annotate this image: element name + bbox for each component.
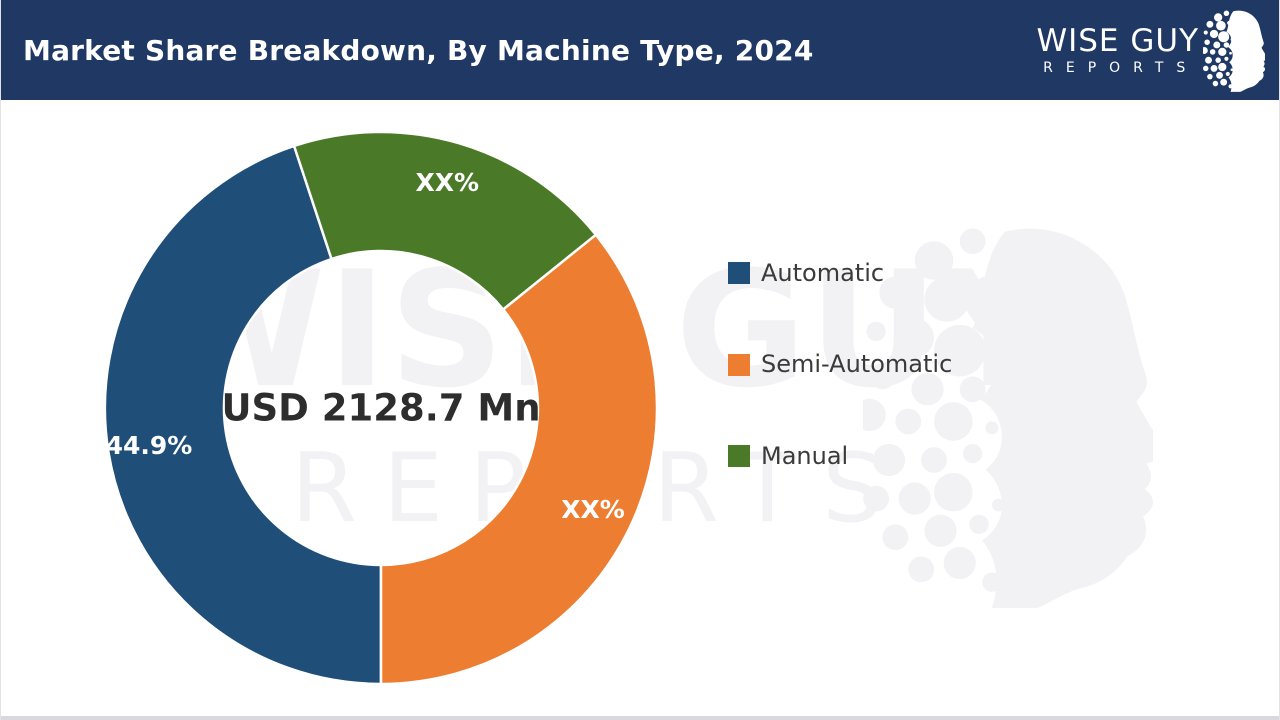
chart-area: WISE GUY REPORTS 44.9%XX%XX% USD 2128.7 … (1, 100, 1279, 716)
logo-subtext: REPORTS (1043, 59, 1199, 76)
legend-swatch-automatic (728, 262, 750, 285)
legend-item-manual: Manual (728, 441, 952, 470)
footer-bar (1, 716, 1279, 720)
page-title: Market Share Breakdown, By Machine Type,… (23, 33, 814, 67)
legend-item-semi-automatic: Semi-Automatic (728, 350, 953, 379)
donut-chart: 44.9% XX% XX% (103, 130, 659, 686)
head-profile-icon (1203, 10, 1265, 92)
legend-label-manual: Manual (761, 441, 849, 470)
legend: Automatic Semi-Automatic Manual (728, 260, 952, 469)
legend-item-automatic: Automatic (728, 260, 952, 286)
slice-value-label-semi-automatic: XX% (561, 495, 625, 524)
logo-wordmark: WISE GUY (1036, 22, 1199, 59)
center-value: USD 2128.7 Mn (221, 386, 541, 430)
logo: WISE GUY REPORTS (1036, 9, 1265, 92)
legend-label-semi-automatic: Semi-Automatic (761, 350, 953, 379)
slice-value-label-manual: XX% (415, 168, 479, 197)
header-bar: Market Share Breakdown, By Machine Type,… (1, 0, 1279, 100)
legend-swatch-manual (728, 444, 750, 467)
pie-slice-manual (292, 130, 598, 311)
legend-swatch-semi-automatic (728, 353, 750, 376)
pie-slice-automatic (103, 144, 383, 686)
logo-text: WISE GUY REPORTS (1036, 22, 1199, 76)
pie-slice-semi-automatic (379, 233, 659, 686)
legend-label-automatic: Automatic (761, 259, 885, 287)
slice-value-label-automatic: 44.9% (106, 431, 193, 460)
